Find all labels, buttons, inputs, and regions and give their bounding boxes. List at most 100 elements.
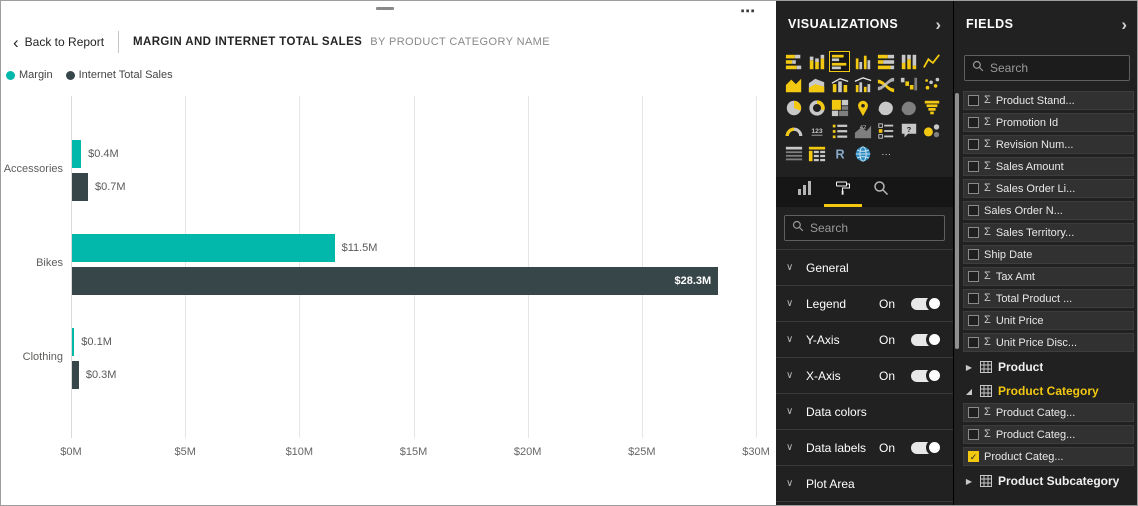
- tab-fields[interactable]: [786, 177, 824, 207]
- expand-triangle-icon[interactable]: ▶: [965, 362, 973, 372]
- filled-map-icon[interactable]: [875, 97, 896, 118]
- matrix-icon[interactable]: [806, 143, 827, 164]
- field-item-product-stand[interactable]: Σ Product Stand...: [963, 91, 1134, 110]
- legend-toggle[interactable]: [911, 294, 943, 312]
- bar-internet-total-sales-clothing[interactable]: [72, 360, 79, 389]
- fields-scrollbar[interactable]: [955, 93, 959, 349]
- table-item-product[interactable]: ▶ Product: [963, 355, 1134, 379]
- q-and-a-icon[interactable]: ?: [898, 120, 919, 141]
- bar-internet-total-sales-accessories[interactable]: [72, 172, 88, 201]
- stacked-column-chart-icon[interactable]: [806, 51, 827, 72]
- field-checkbox[interactable]: [968, 315, 979, 326]
- field-item-product-categ[interactable]: Σ Product Categ...: [963, 403, 1134, 422]
- field-item-product-categ[interactable]: Σ Product Categ...: [963, 425, 1134, 444]
- 100-stacked-bar-chart-icon[interactable]: [875, 51, 896, 72]
- expand-triangle-icon[interactable]: ▶: [965, 476, 973, 486]
- kpi-icon[interactable]: 42: [852, 120, 873, 141]
- waterfall-chart-icon[interactable]: [898, 74, 919, 95]
- treemap-icon[interactable]: [829, 97, 850, 118]
- legend-item-margin[interactable]: Margin: [6, 69, 53, 81]
- map-icon[interactable]: [852, 97, 873, 118]
- field-checkbox[interactable]: [968, 139, 979, 150]
- clustered-bar-chart-icon[interactable]: [829, 51, 850, 72]
- field-checkbox[interactable]: [968, 293, 979, 304]
- funnel-icon[interactable]: [921, 97, 942, 118]
- card-icon[interactable]: 123: [806, 120, 827, 141]
- ribbon-chart-icon[interactable]: [875, 74, 896, 95]
- line-and-clustered-column-chart-icon[interactable]: [852, 74, 873, 95]
- field-item-ship-date[interactable]: Ship Date: [963, 245, 1134, 264]
- format-section-x-axis[interactable]: ∨ X-Axis On: [776, 358, 953, 394]
- scatter-chart-icon[interactable]: [921, 74, 942, 95]
- field-checkbox[interactable]: [968, 95, 979, 106]
- tab-analytics[interactable]: [862, 177, 900, 207]
- table-item-product-category[interactable]: ◢ Product Category: [963, 379, 1134, 403]
- format-section-plot-area[interactable]: ∨ Plot Area: [776, 466, 953, 502]
- field-checkbox[interactable]: [968, 337, 979, 348]
- field-item-revision-num[interactable]: Σ Revision Num...: [963, 135, 1134, 154]
- field-item-sales-order-n[interactable]: Sales Order N...: [963, 201, 1134, 220]
- multi-row-card-icon[interactable]: [829, 120, 850, 141]
- field-checkbox[interactable]: [968, 183, 979, 194]
- field-item-total-product[interactable]: Σ Total Product ...: [963, 289, 1134, 308]
- gauge-icon[interactable]: [783, 120, 804, 141]
- bar-margin-bikes[interactable]: [72, 233, 335, 262]
- data-labels-toggle[interactable]: [911, 438, 943, 456]
- collapse-panel-icon[interactable]: ›: [935, 14, 941, 34]
- collapse-panel-icon[interactable]: ›: [1121, 14, 1127, 34]
- format-section-y-axis[interactable]: ∨ Y-Axis On: [776, 322, 953, 358]
- field-checkbox[interactable]: [968, 205, 979, 216]
- clustered-column-chart-icon[interactable]: [852, 51, 873, 72]
- fields-search-input[interactable]: [990, 61, 1122, 75]
- 100-stacked-column-chart-icon[interactable]: [898, 51, 919, 72]
- field-checkbox[interactable]: [968, 407, 979, 418]
- field-item-unit-price-disc[interactable]: Σ Unit Price Disc...: [963, 333, 1134, 352]
- visual-more-options-button[interactable]: ⋯: [740, 3, 756, 20]
- field-item-sales-order-li[interactable]: Σ Sales Order Li...: [963, 179, 1134, 198]
- drag-handle[interactable]: [376, 7, 394, 10]
- line-chart-icon[interactable]: [921, 51, 942, 72]
- y-axis-toggle[interactable]: [911, 330, 943, 348]
- format-search-input[interactable]: [810, 221, 937, 235]
- svg-text:⋯: ⋯: [881, 149, 891, 160]
- legend-item-internet-total-sales[interactable]: Internet Total Sales: [65, 69, 173, 81]
- field-item-promotion-id[interactable]: Σ Promotion Id: [963, 113, 1134, 132]
- shape-map-icon[interactable]: [898, 97, 919, 118]
- x-axis-toggle[interactable]: [911, 366, 943, 384]
- bar-margin-accessories[interactable]: [72, 139, 82, 168]
- donut-chart-icon[interactable]: [806, 97, 827, 118]
- field-checkbox[interactable]: [968, 227, 979, 238]
- bar-margin-clothing[interactable]: [72, 327, 75, 356]
- format-section-data-labels[interactable]: ∨ Data labels On: [776, 430, 953, 466]
- pie-chart-icon[interactable]: [783, 97, 804, 118]
- bar-internet-total-sales-bikes[interactable]: [72, 266, 719, 295]
- field-item-tax-amt[interactable]: Σ Tax Amt: [963, 267, 1134, 286]
- area-chart-icon[interactable]: [783, 74, 804, 95]
- field-checkbox[interactable]: [968, 249, 979, 260]
- arcgis-map-icon[interactable]: [852, 143, 873, 164]
- field-checkbox[interactable]: [968, 271, 979, 282]
- key-influencers-icon[interactable]: [921, 120, 942, 141]
- tab-format[interactable]: [824, 177, 862, 207]
- line-and-stacked-column-chart-icon[interactable]: [829, 74, 850, 95]
- format-section-legend[interactable]: ∨ Legend On: [776, 286, 953, 322]
- stacked-bar-chart-icon[interactable]: [783, 51, 804, 72]
- field-checkbox[interactable]: ✓: [968, 451, 979, 462]
- table-icon[interactable]: [783, 143, 804, 164]
- back-to-report-button[interactable]: ‹ Back to Report: [13, 34, 104, 51]
- stacked-area-chart-icon[interactable]: [806, 74, 827, 95]
- field-checkbox[interactable]: [968, 117, 979, 128]
- r-script-visual-icon[interactable]: R: [829, 143, 850, 164]
- format-section-data-colors[interactable]: ∨ Data colors: [776, 394, 953, 430]
- field-item-sales-territory[interactable]: Σ Sales Territory...: [963, 223, 1134, 242]
- more-options-icon[interactable]: ⋯: [875, 143, 896, 164]
- collapse-triangle-icon[interactable]: ◢: [965, 386, 973, 396]
- format-section-general[interactable]: ∨ General: [776, 250, 953, 286]
- slicer-icon[interactable]: [875, 120, 896, 141]
- table-item-product-subcategory[interactable]: ▶ Product Subcategory: [963, 469, 1134, 493]
- field-item-product-categ[interactable]: ✓ Product Categ...: [963, 447, 1134, 466]
- field-checkbox[interactable]: [968, 429, 979, 440]
- field-item-unit-price[interactable]: Σ Unit Price: [963, 311, 1134, 330]
- field-item-sales-amount[interactable]: Σ Sales Amount: [963, 157, 1134, 176]
- field-checkbox[interactable]: [968, 161, 979, 172]
